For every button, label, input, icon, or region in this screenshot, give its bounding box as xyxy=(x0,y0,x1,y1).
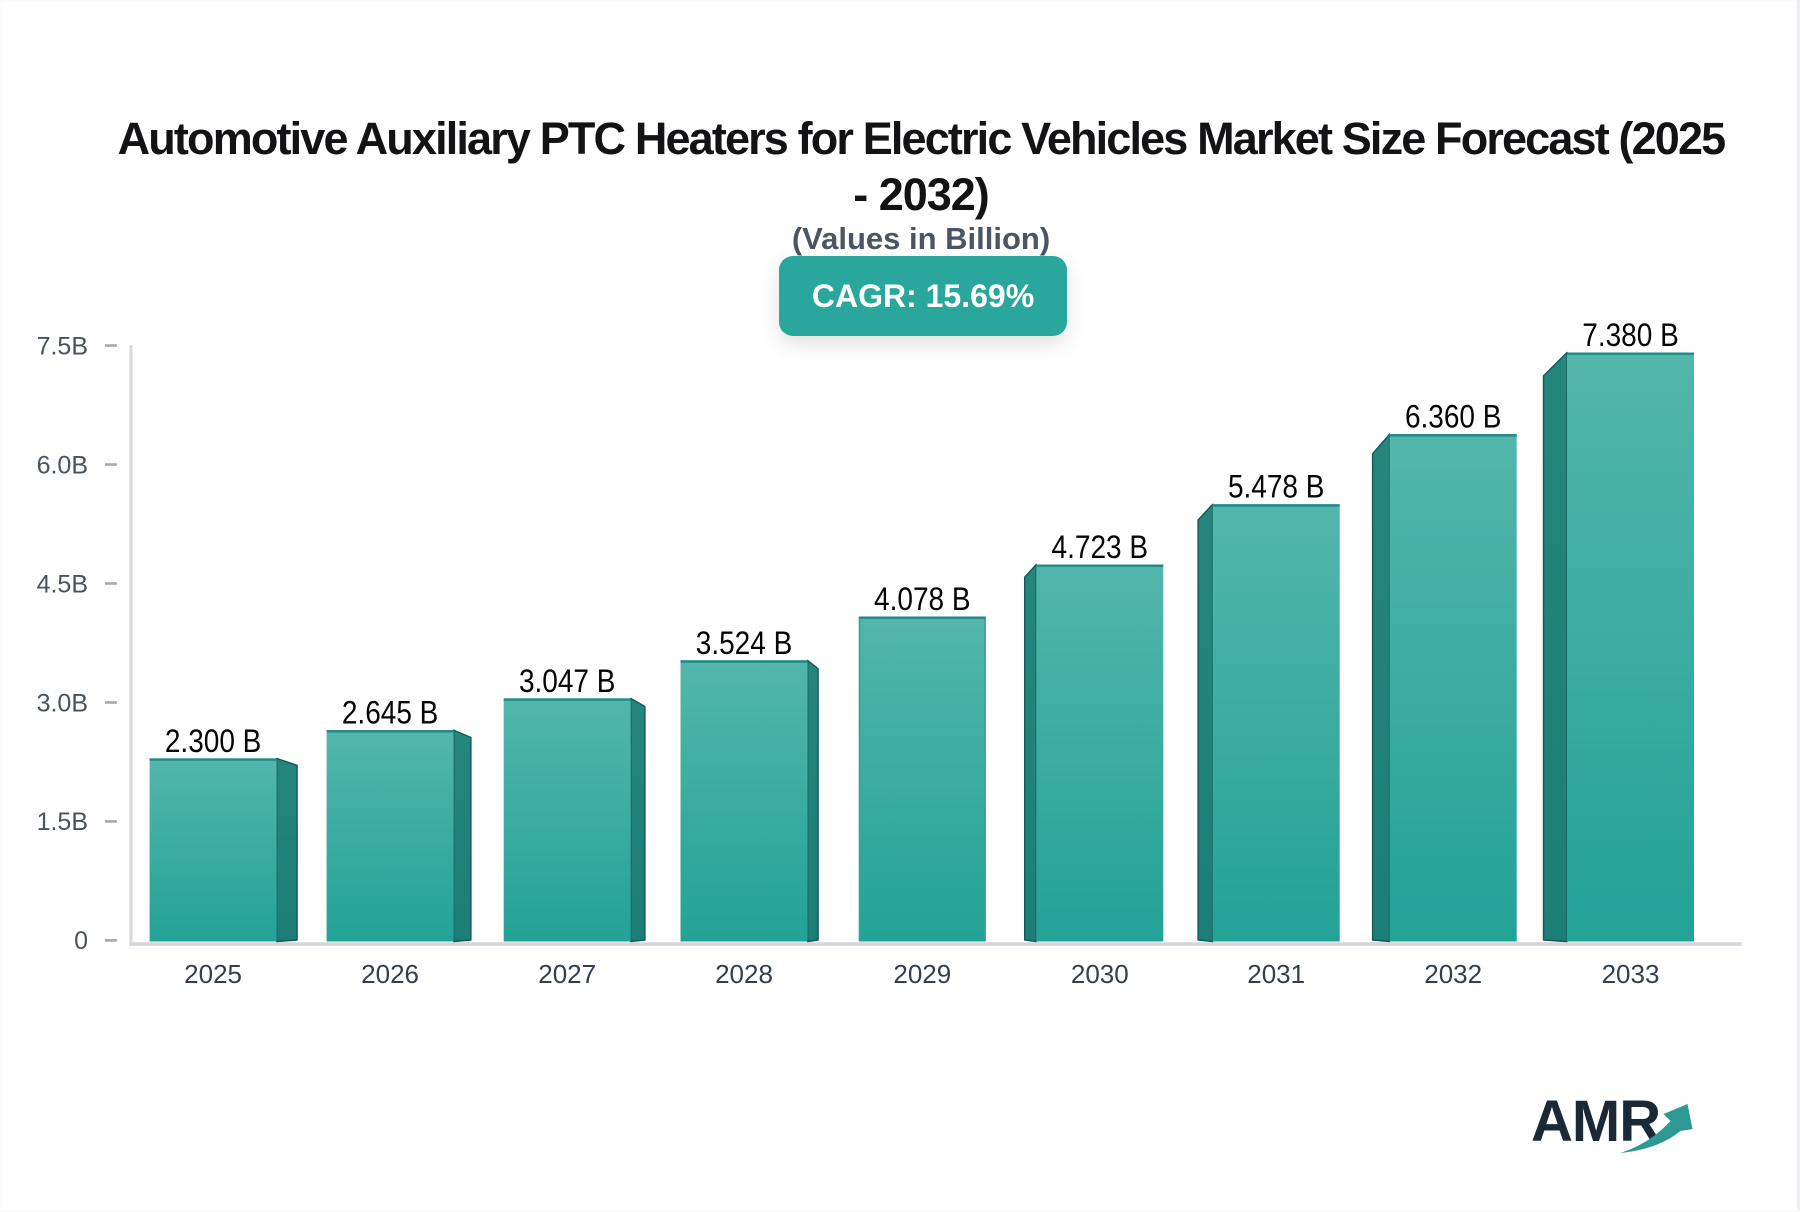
svg-text:1.5B: 1.5B xyxy=(37,808,88,836)
svg-text:3.524 B: 3.524 B xyxy=(696,625,793,661)
svg-text:2027: 2027 xyxy=(538,959,596,989)
svg-text:2.300 B: 2.300 B xyxy=(165,723,262,759)
svg-text:2030: 2030 xyxy=(1071,959,1129,989)
svg-text:2028: 2028 xyxy=(715,959,773,989)
svg-text:2032: 2032 xyxy=(1424,959,1482,989)
svg-text:3.0B: 3.0B xyxy=(37,689,88,717)
svg-text:AMR: AMR xyxy=(1531,1089,1660,1154)
svg-text:6.0B: 6.0B xyxy=(37,451,88,479)
svg-text:2033: 2033 xyxy=(1602,959,1660,989)
svg-text:2026: 2026 xyxy=(361,959,419,989)
svg-text:6.360 B: 6.360 B xyxy=(1405,399,1502,435)
svg-text:3.047 B: 3.047 B xyxy=(519,663,616,699)
svg-text:2031: 2031 xyxy=(1247,959,1305,989)
svg-text:7.5B: 7.5B xyxy=(37,332,88,360)
svg-text:2029: 2029 xyxy=(893,959,951,989)
svg-text:4.078 B: 4.078 B xyxy=(874,581,971,617)
svg-text:2.645 B: 2.645 B xyxy=(342,695,439,731)
svg-text:2025: 2025 xyxy=(184,959,242,989)
svg-text:5.478 B: 5.478 B xyxy=(1228,469,1325,505)
svg-text:4.723 B: 4.723 B xyxy=(1052,529,1149,565)
svg-text:4.5B: 4.5B xyxy=(37,570,88,598)
svg-text:7.380 B: 7.380 B xyxy=(1582,317,1679,353)
svg-text:0: 0 xyxy=(74,927,88,955)
